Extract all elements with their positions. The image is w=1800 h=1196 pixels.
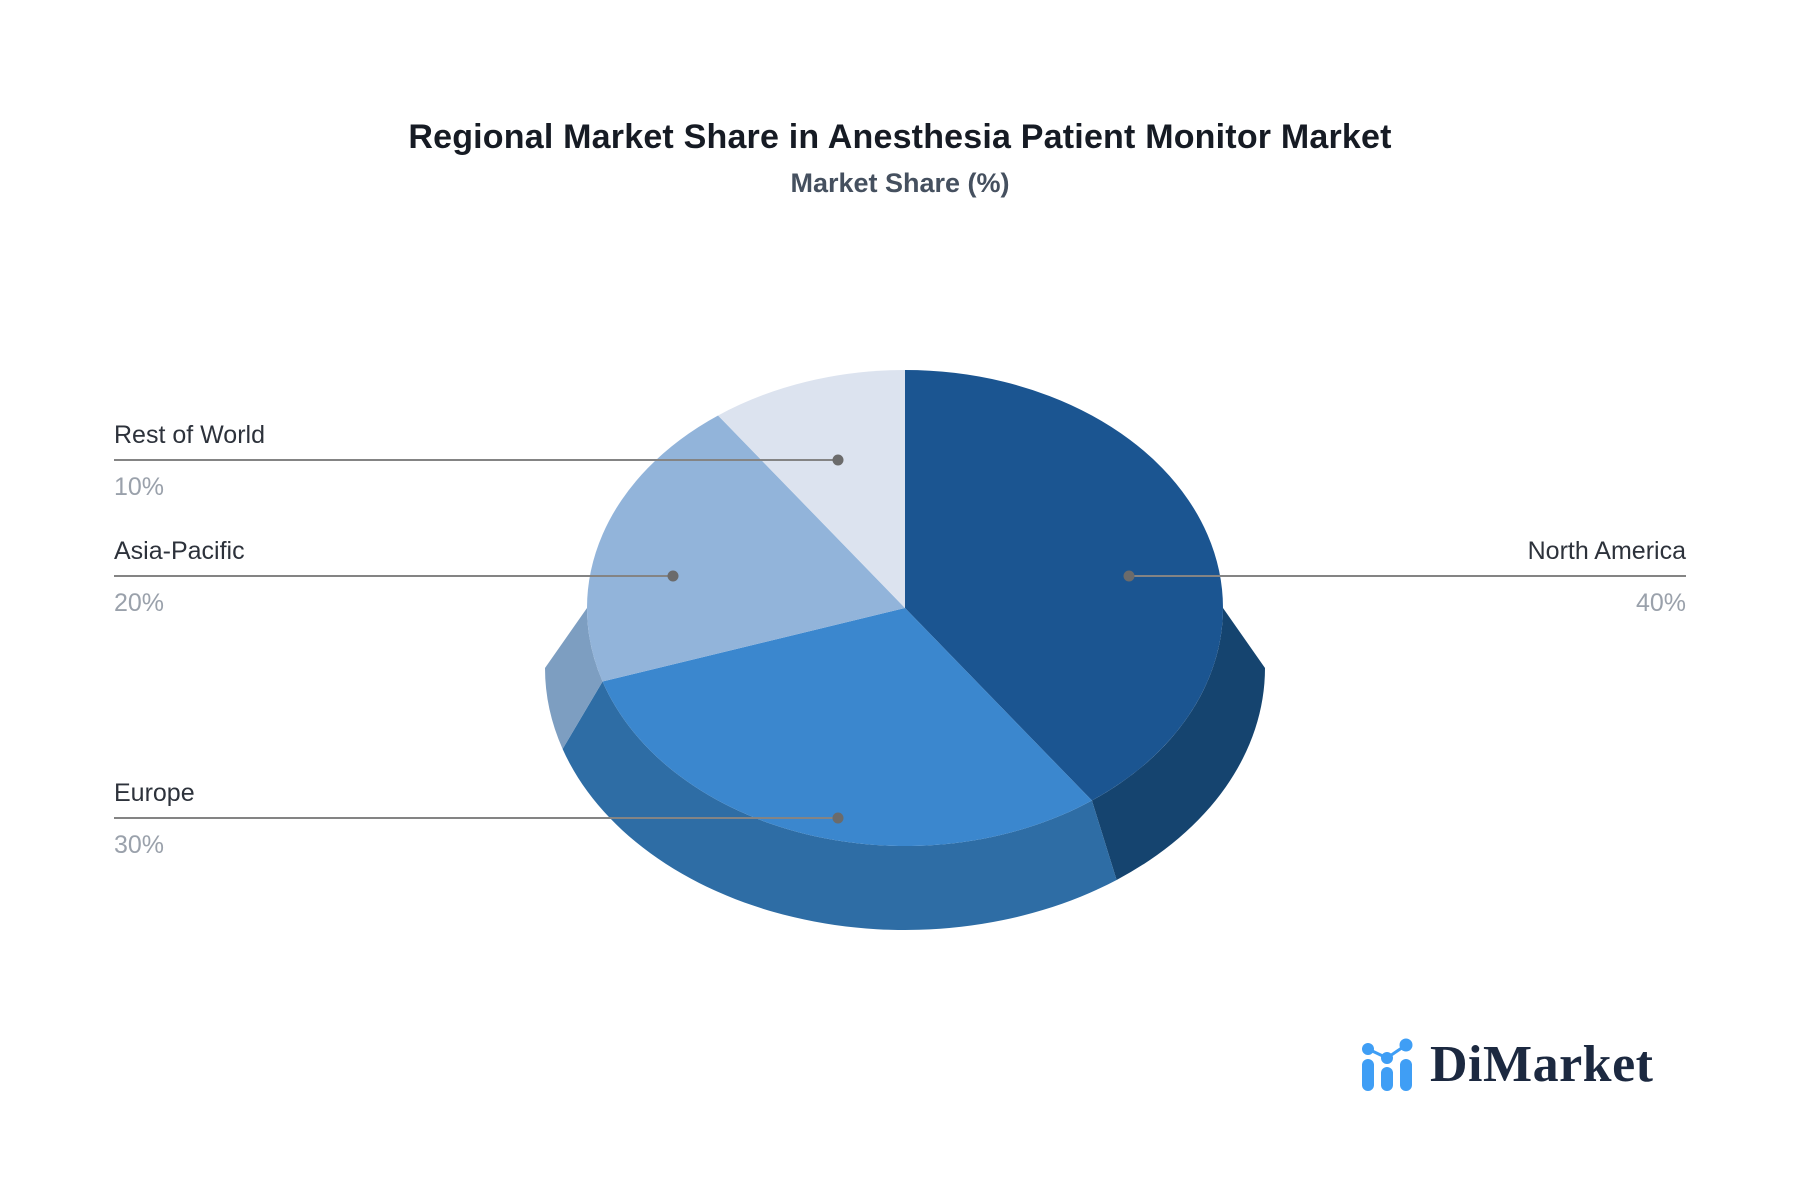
pie-slice-asia-pacific[interactable] <box>587 415 905 682</box>
pie-slice-europe[interactable] <box>602 608 1092 846</box>
chart-subtitle: Market Share (%) <box>790 168 1010 198</box>
callout-dot-asia-pacific <box>667 570 679 582</box>
slice-label-asia-pacific: Asia-Pacific <box>114 537 245 565</box>
callout-dot-europe <box>832 812 844 824</box>
slice-value-europe: 30% <box>114 831 165 859</box>
pie-slice-side-north-america <box>1091 608 1265 880</box>
slice-label-europe: Europe <box>114 779 195 807</box>
bar-line-chart-icon <box>1362 1038 1413 1091</box>
slice-value-north-america: 40% <box>1635 589 1686 617</box>
pie-slice-north-america[interactable] <box>905 370 1223 801</box>
slice-value-rest-of-world: 10% <box>114 473 165 501</box>
slice-label-rest-of-world: Rest of World <box>114 421 265 449</box>
pie-slice-side-asia-pacific <box>545 608 603 749</box>
brand-logo: DiMarket <box>1360 1028 1653 1100</box>
pie-slice-side-europe <box>562 681 1117 930</box>
callout-dot-rest-of-world <box>832 454 844 466</box>
callout-dot-north-america <box>1123 570 1135 582</box>
chart-title: Regional Market Share in Anesthesia Pati… <box>408 118 1392 156</box>
slice-value-asia-pacific: 20% <box>114 589 165 617</box>
slice-label-north-america: North America <box>1527 537 1686 565</box>
pie-slice-rest-of-world[interactable] <box>718 370 905 608</box>
brand-logo-text: DiMarket <box>1430 1035 1654 1093</box>
